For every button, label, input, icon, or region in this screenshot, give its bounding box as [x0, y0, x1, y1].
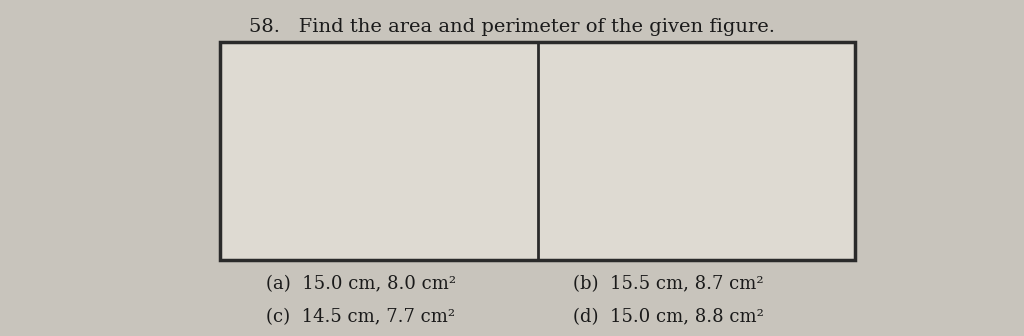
Text: B: B — [411, 103, 421, 117]
Text: (a)  15.0 cm, 8.0 cm²: (a) 15.0 cm, 8.0 cm² — [266, 275, 457, 293]
Text: A: A — [232, 112, 243, 126]
Text: C: C — [391, 47, 403, 61]
Text: CD = ED = 2.5 cm: CD = ED = 2.5 cm — [561, 229, 718, 246]
Text: F: F — [411, 185, 421, 199]
Text: D: D — [517, 144, 529, 158]
Text: AG = 1.5 cm: AG = 1.5 cm — [561, 78, 668, 95]
Text: (b)  15.5 cm, 8.7 cm²: (b) 15.5 cm, 8.7 cm² — [573, 275, 764, 293]
Text: AB = GF = 4 cm: AB = GF = 4 cm — [561, 128, 699, 144]
Text: BC = EF = 0.5 cm: BC = EF = 0.5 cm — [561, 177, 716, 194]
Text: G: G — [231, 176, 244, 191]
Text: (c)  14.5 cm, 7.7 cm²: (c) 14.5 cm, 7.7 cm² — [266, 308, 456, 327]
Text: E: E — [392, 245, 402, 259]
Text: 58.   Find the area and perimeter of the given figure.: 58. Find the area and perimeter of the g… — [249, 18, 775, 37]
Text: (d)  15.0 cm, 8.8 cm²: (d) 15.0 cm, 8.8 cm² — [573, 308, 764, 327]
